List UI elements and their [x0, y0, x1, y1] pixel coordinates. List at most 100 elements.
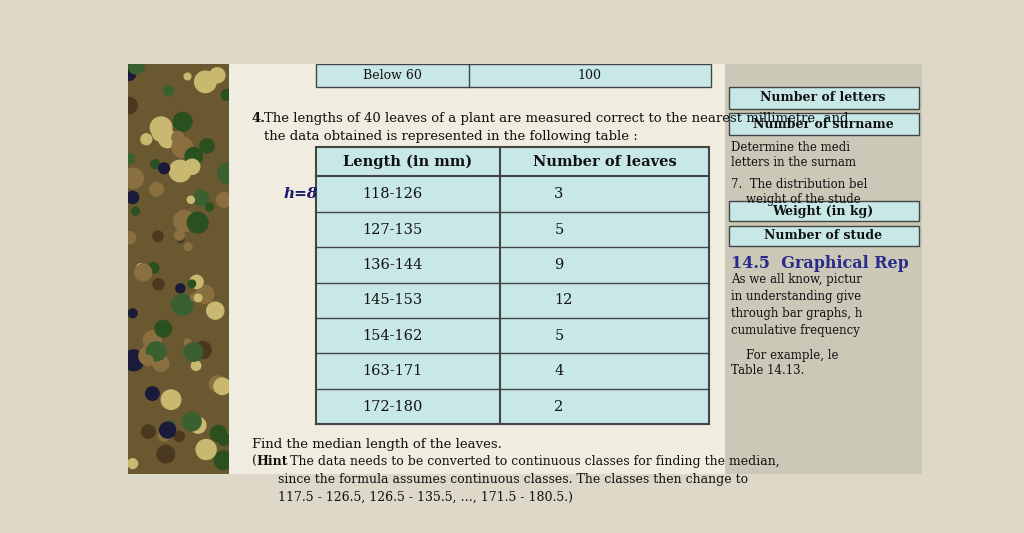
- Circle shape: [128, 58, 144, 74]
- Circle shape: [209, 376, 225, 392]
- Circle shape: [176, 284, 185, 293]
- Circle shape: [185, 148, 203, 165]
- Text: 127-135: 127-135: [362, 222, 422, 237]
- Text: Number of surname: Number of surname: [753, 117, 894, 131]
- Circle shape: [177, 236, 184, 243]
- Circle shape: [161, 390, 181, 409]
- Circle shape: [194, 154, 203, 162]
- Circle shape: [184, 339, 190, 345]
- Circle shape: [143, 331, 162, 349]
- Text: (: (: [252, 455, 257, 468]
- Circle shape: [153, 356, 169, 372]
- Circle shape: [173, 112, 191, 131]
- Text: 145-153: 145-153: [362, 293, 422, 308]
- Circle shape: [195, 71, 216, 93]
- Text: The lengths of 40 leaves of a plant are measured correct to the nearest millimet: The lengths of 40 leaves of a plant are …: [263, 112, 848, 143]
- Text: Number of leaves: Number of leaves: [532, 155, 677, 169]
- Circle shape: [182, 413, 201, 431]
- Bar: [725, 64, 922, 474]
- Circle shape: [160, 422, 175, 438]
- Text: 5: 5: [554, 329, 563, 343]
- Circle shape: [123, 350, 144, 370]
- Text: 163-171: 163-171: [362, 364, 422, 378]
- Circle shape: [184, 73, 190, 80]
- Circle shape: [218, 433, 230, 446]
- Circle shape: [146, 342, 166, 361]
- Circle shape: [172, 132, 183, 143]
- Circle shape: [164, 421, 175, 432]
- Circle shape: [194, 190, 209, 205]
- Circle shape: [190, 417, 206, 433]
- Text: h=8: h=8: [283, 187, 317, 201]
- Circle shape: [141, 425, 155, 438]
- Circle shape: [221, 90, 232, 100]
- Text: 5: 5: [554, 222, 563, 237]
- Circle shape: [141, 134, 152, 144]
- Circle shape: [125, 154, 134, 164]
- Text: 100: 100: [578, 69, 602, 82]
- Circle shape: [135, 264, 152, 281]
- Circle shape: [207, 302, 224, 319]
- Bar: [729, 225, 919, 246]
- Text: 3: 3: [554, 187, 563, 201]
- Circle shape: [190, 293, 198, 301]
- Circle shape: [184, 159, 200, 174]
- Bar: [729, 201, 919, 221]
- Circle shape: [164, 86, 174, 95]
- Circle shape: [157, 446, 174, 463]
- Circle shape: [121, 98, 137, 114]
- Circle shape: [128, 459, 137, 469]
- Text: 4: 4: [554, 364, 563, 378]
- Circle shape: [184, 243, 193, 251]
- Circle shape: [174, 211, 196, 232]
- Circle shape: [206, 203, 213, 211]
- Circle shape: [174, 431, 184, 441]
- Bar: [228, 64, 725, 474]
- Circle shape: [150, 182, 164, 196]
- Circle shape: [159, 163, 170, 174]
- Text: 14.5  Graphical Rep: 14.5 Graphical Rep: [731, 255, 908, 272]
- Circle shape: [196, 285, 214, 303]
- Circle shape: [128, 309, 137, 318]
- Circle shape: [195, 342, 211, 359]
- Text: Below 60: Below 60: [362, 69, 422, 82]
- Circle shape: [153, 126, 167, 141]
- Circle shape: [191, 361, 201, 370]
- Circle shape: [142, 355, 153, 366]
- Circle shape: [151, 160, 160, 168]
- Circle shape: [122, 66, 136, 80]
- Text: For example, le
Table 14.13.: For example, le Table 14.13.: [731, 349, 839, 377]
- Bar: [128, 64, 228, 474]
- Text: : The data needs to be converted to continuous classes for finding the median,
s: : The data needs to be converted to cont…: [278, 455, 779, 504]
- Circle shape: [190, 276, 203, 288]
- Circle shape: [153, 279, 164, 290]
- Circle shape: [147, 263, 159, 273]
- Circle shape: [200, 139, 214, 153]
- Text: Number of stude: Number of stude: [764, 229, 883, 242]
- Circle shape: [137, 264, 143, 271]
- Circle shape: [196, 440, 216, 459]
- Circle shape: [217, 192, 231, 207]
- Bar: [729, 113, 919, 135]
- Circle shape: [187, 212, 208, 233]
- Text: Find the median length of the leaves.: Find the median length of the leaves.: [252, 438, 502, 451]
- Circle shape: [159, 130, 176, 148]
- Circle shape: [187, 196, 195, 203]
- Circle shape: [169, 160, 190, 182]
- Circle shape: [210, 68, 225, 83]
- Text: Weight (in kg): Weight (in kg): [772, 205, 873, 217]
- Circle shape: [151, 117, 172, 138]
- Text: 7.  The distribution bel
    weight of the stude: 7. The distribution bel weight of the st…: [731, 178, 867, 206]
- Circle shape: [131, 207, 139, 215]
- Text: 154-162: 154-162: [362, 329, 422, 343]
- Bar: [315, 147, 710, 424]
- Circle shape: [123, 168, 143, 188]
- Text: 12: 12: [554, 293, 572, 308]
- Circle shape: [175, 230, 184, 240]
- Circle shape: [214, 378, 230, 394]
- Circle shape: [155, 320, 172, 337]
- Circle shape: [210, 425, 226, 441]
- Text: As we all know, pictur
in understanding give
through bar graphs, h
cumulative fr: As we all know, pictur in understanding …: [731, 273, 862, 337]
- Circle shape: [184, 343, 203, 361]
- Circle shape: [188, 280, 196, 288]
